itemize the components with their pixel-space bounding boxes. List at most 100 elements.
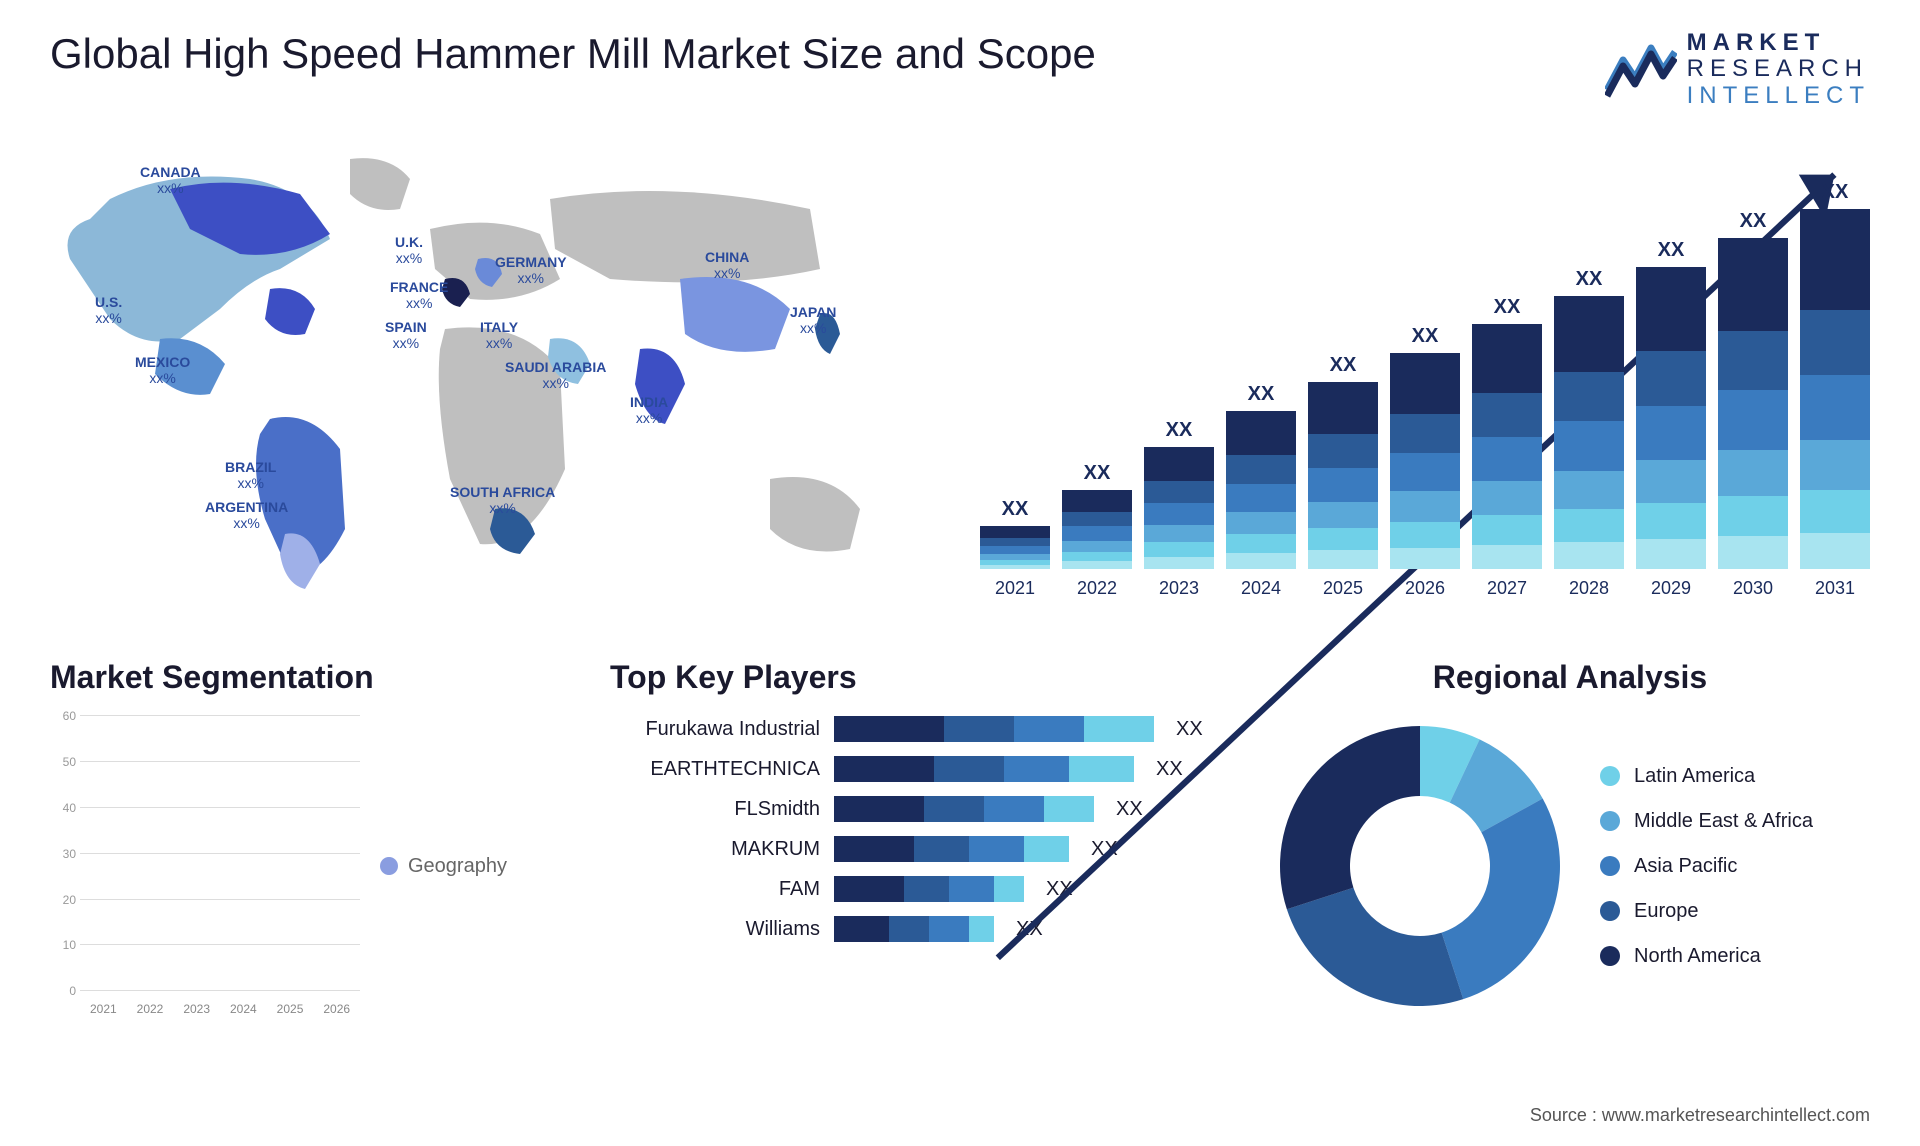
map-label-france: FRANCExx%: [390, 279, 448, 311]
region-legend-item: Europe: [1600, 900, 1813, 923]
growth-bar-segment: [1062, 541, 1132, 552]
growth-bar-segment: [1308, 550, 1378, 569]
map-region-greenland: [350, 158, 410, 210]
growth-bar-label: XX: [1554, 268, 1624, 291]
growth-bar-segment: [1144, 481, 1214, 503]
growth-bar-segment: [1554, 471, 1624, 509]
map-label-saudiarabia: SAUDI ARABIAxx%: [505, 359, 606, 391]
player-bar-segment: [1084, 716, 1154, 742]
map-label-italy: ITALYxx%: [480, 319, 518, 351]
player-name: EARTHTECHNICA: [610, 758, 820, 781]
player-bar-segment: [1014, 716, 1084, 742]
seg-axis-tick: 60: [63, 709, 76, 723]
growth-year-label: 2021: [980, 578, 1050, 599]
growth-bar-segment: [1390, 453, 1460, 492]
growth-bar-segment: [1718, 536, 1788, 569]
player-bar-segment: [934, 756, 1004, 782]
player-value: XX: [1156, 758, 1183, 781]
map-region-russia: [550, 191, 820, 282]
map-label-china: CHINAxx%: [705, 249, 749, 281]
legend-swatch-icon: [1600, 856, 1620, 876]
growth-bar-label: XX: [980, 498, 1050, 521]
player-bar: [834, 756, 1134, 782]
growth-bar-segment: [1800, 310, 1870, 375]
growth-bar-segment: [1718, 390, 1788, 450]
region-legend-label: Middle East & Africa: [1634, 810, 1813, 833]
logo-line-2: RESEARCH: [1687, 56, 1870, 82]
growth-bar-2028: XX: [1554, 296, 1624, 570]
growth-bar-segment: [1226, 455, 1296, 484]
player-value: XX: [1016, 918, 1043, 941]
growth-bar-segment: [1800, 533, 1870, 569]
growth-bar-segment: [1308, 434, 1378, 468]
player-bar-segment: [904, 876, 949, 902]
region-legend-label: Europe: [1634, 900, 1699, 923]
growth-bar-segment: [1308, 468, 1378, 502]
segmentation-legend: Geography: [380, 855, 507, 878]
region-legend-item: North America: [1600, 945, 1813, 968]
growth-bar-segment: [1636, 406, 1706, 460]
player-bar-segment: [889, 916, 929, 942]
growth-bar-segment: [1062, 526, 1132, 540]
growth-bar-label: XX: [1800, 181, 1870, 204]
player-bar: [834, 836, 1069, 862]
growth-bar-segment: [1472, 437, 1542, 481]
growth-bar-label: XX: [1718, 210, 1788, 233]
player-bar-segment: [969, 916, 994, 942]
growth-bar-segment: [1062, 512, 1132, 526]
growth-bar-segment: [1308, 528, 1378, 550]
map-label-southafrica: SOUTH AFRICAxx%: [450, 484, 555, 516]
growth-year-label: 2023: [1144, 578, 1214, 599]
map-region-us-east: [265, 288, 315, 335]
seg-axis-tick: 10: [63, 938, 76, 952]
player-row: FAMXX: [610, 876, 1230, 902]
player-bar-segment: [834, 756, 934, 782]
growth-bar-segment: [980, 565, 1050, 569]
growth-bar-segment: [1800, 440, 1870, 490]
region-legend-item: Latin America: [1600, 765, 1813, 788]
growth-bar-segment: [980, 546, 1050, 554]
player-name: Furukawa Industrial: [610, 718, 820, 741]
seg-axis-tick: 50: [63, 755, 76, 769]
player-bar-segment: [994, 876, 1024, 902]
logo-line-1: MARKET: [1687, 30, 1870, 56]
player-value: XX: [1176, 718, 1203, 741]
player-bar-segment: [914, 836, 969, 862]
map-region-china: [680, 277, 790, 352]
growth-year-label: 2025: [1308, 578, 1378, 599]
map-label-argentina: ARGENTINAxx%: [205, 499, 288, 531]
player-name: FLSmidth: [610, 798, 820, 821]
growth-bar-segment: [1390, 414, 1460, 453]
growth-year-label: 2024: [1226, 578, 1296, 599]
donut-slice: [1280, 726, 1420, 909]
growth-bar-segment: [1554, 542, 1624, 569]
seg-year-label: 2025: [271, 1002, 310, 1016]
growth-bar-segment: [1472, 324, 1542, 393]
player-bar-segment: [984, 796, 1044, 822]
seg-axis-tick: 40: [63, 801, 76, 815]
growth-bar-segment: [1554, 509, 1624, 542]
page-title: Global High Speed Hammer Mill Market Siz…: [50, 30, 1096, 78]
map-label-spain: SPAINxx%: [385, 319, 427, 351]
growth-bar-2023: XX: [1144, 447, 1214, 569]
growth-bar-label: XX: [1062, 462, 1132, 485]
growth-bar-label: XX: [1144, 419, 1214, 442]
growth-bar-segment: [1472, 481, 1542, 515]
growth-bar-2022: XX: [1062, 490, 1132, 569]
growth-bar-2031: XX: [1800, 209, 1870, 569]
growth-bar-segment: [1062, 561, 1132, 569]
growth-bar-2024: XX: [1226, 411, 1296, 569]
brand-logo: MARKET RESEARCH INTELLECT: [1605, 30, 1870, 109]
map-label-canada: CANADAxx%: [140, 164, 201, 196]
growth-bar-segment: [1390, 491, 1460, 521]
map-label-japan: JAPANxx%: [790, 304, 836, 336]
growth-bar-segment: [1718, 331, 1788, 391]
growth-bar-segment: [1636, 460, 1706, 502]
player-bar-segment: [924, 796, 984, 822]
world-map: CANADAxx%U.S.xx%MEXICOxx%BRAZILxx%ARGENT…: [50, 139, 920, 599]
growth-bar-segment: [1636, 539, 1706, 569]
growth-chart: XXXXXXXXXXXXXXXXXXXXXX 20212022202320242…: [980, 139, 1870, 599]
growth-bar-segment: [1226, 484, 1296, 513]
players-title: Top Key Players: [610, 659, 1230, 696]
player-bar-segment: [949, 876, 994, 902]
